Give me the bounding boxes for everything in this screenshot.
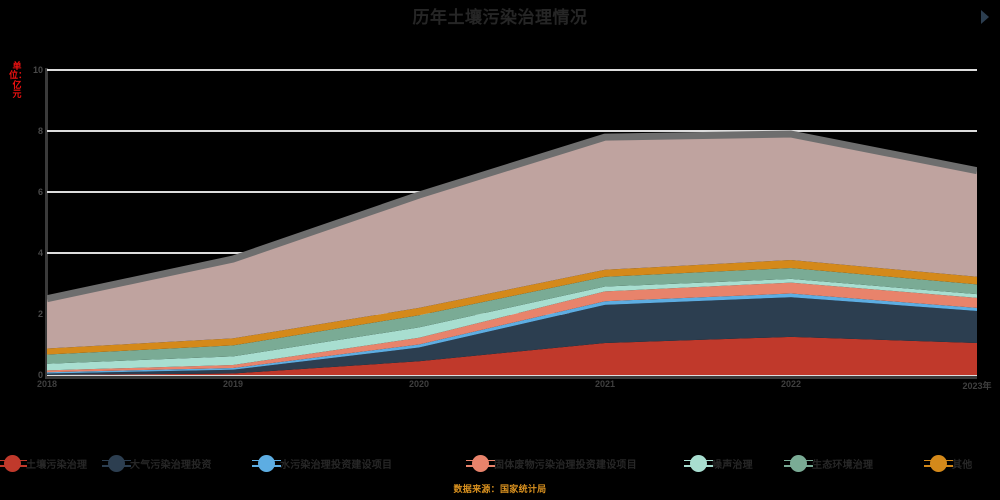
gridline bbox=[47, 130, 977, 132]
x-tick-1: 2019 bbox=[222, 379, 244, 389]
gridline bbox=[47, 69, 977, 71]
y-tick-2: 2 bbox=[37, 309, 43, 319]
legend-item-0[interactable]: 土壤污染治理 bbox=[0, 446, 88, 480]
legend-item-6[interactable]: 其他 bbox=[924, 446, 973, 480]
legend-item-5[interactable]: 生态环境治理 bbox=[784, 446, 874, 480]
legend-label: 其他 bbox=[952, 459, 973, 471]
legend-swatch-icon bbox=[684, 454, 713, 472]
legend-item-4[interactable]: 噪声治理 bbox=[684, 446, 753, 480]
legend-item-3[interactable]: 固体废物污染治理投资建设项目 bbox=[466, 446, 637, 480]
legend-swatch-icon bbox=[466, 454, 495, 472]
area-series-1 bbox=[47, 297, 977, 375]
legend-item-2[interactable]: 水污染治理投资建设项目 bbox=[252, 446, 393, 480]
area-series-0 bbox=[47, 336, 977, 375]
area-series-6 bbox=[47, 260, 977, 355]
legend-item-1[interactable]: 大气污染治理投资 bbox=[102, 446, 212, 480]
y-tick-6: 6 bbox=[37, 187, 43, 197]
y-axis-label: 单位：亿元 bbox=[9, 61, 28, 100]
gridline bbox=[47, 374, 977, 376]
area-series-2 bbox=[47, 293, 977, 374]
area-series-7 bbox=[47, 134, 977, 349]
legend-swatch-icon bbox=[924, 454, 953, 472]
legend-label: 固体废物污染治理投资建设项目 bbox=[494, 459, 637, 471]
chart-legend: 土壤污染治理 大气污染治理投资 水污染治理投资建设项目 固体废物污染治理投资建设项目 噪… bbox=[0, 446, 1000, 480]
page-title: 历年土壤污染治理情况 bbox=[412, 8, 588, 27]
x-axis-line bbox=[45, 376, 977, 379]
legend-label: 大气污染治理投资 bbox=[130, 459, 212, 471]
y-tick-10: 10 bbox=[32, 65, 43, 75]
x-tick-4: 2022 bbox=[780, 379, 802, 389]
y-axis-line bbox=[45, 68, 48, 377]
x-tick-5: 2023年 bbox=[962, 381, 992, 391]
legend-swatch-icon bbox=[252, 454, 281, 472]
area-series-3 bbox=[47, 282, 977, 373]
y-tick-0: 0 bbox=[37, 370, 43, 380]
y-tick-8: 8 bbox=[37, 126, 43, 136]
legend-label: 土壤污染治理 bbox=[26, 459, 88, 471]
y-tick-4: 4 bbox=[37, 248, 43, 258]
legend-swatch-icon bbox=[0, 454, 27, 472]
plot-area bbox=[47, 70, 977, 375]
legend-next-arrow[interactable] bbox=[972, 4, 998, 30]
x-tick-2: 2020 bbox=[408, 379, 430, 389]
legend-label: 噪声治理 bbox=[712, 459, 753, 471]
area-series-5 bbox=[47, 267, 977, 364]
chevron-right-icon bbox=[981, 10, 989, 24]
total-outline bbox=[47, 130, 977, 303]
stacked-area-svg bbox=[47, 130, 977, 375]
area-series-4 bbox=[47, 278, 977, 371]
footer-note: 数据来源：国家统计局 bbox=[453, 484, 547, 494]
y-axis-ticks: 0 2 4 6 8 10 bbox=[0, 0, 43, 500]
legend-label: 水污染治理投资建设项目 bbox=[280, 459, 393, 471]
legend-swatch-icon bbox=[784, 454, 813, 472]
legend-label: 生态环境治理 bbox=[812, 459, 874, 471]
legend-swatch-icon bbox=[102, 454, 131, 472]
x-tick-3: 2021 bbox=[594, 379, 616, 389]
x-tick-0: 2018 bbox=[36, 379, 58, 389]
